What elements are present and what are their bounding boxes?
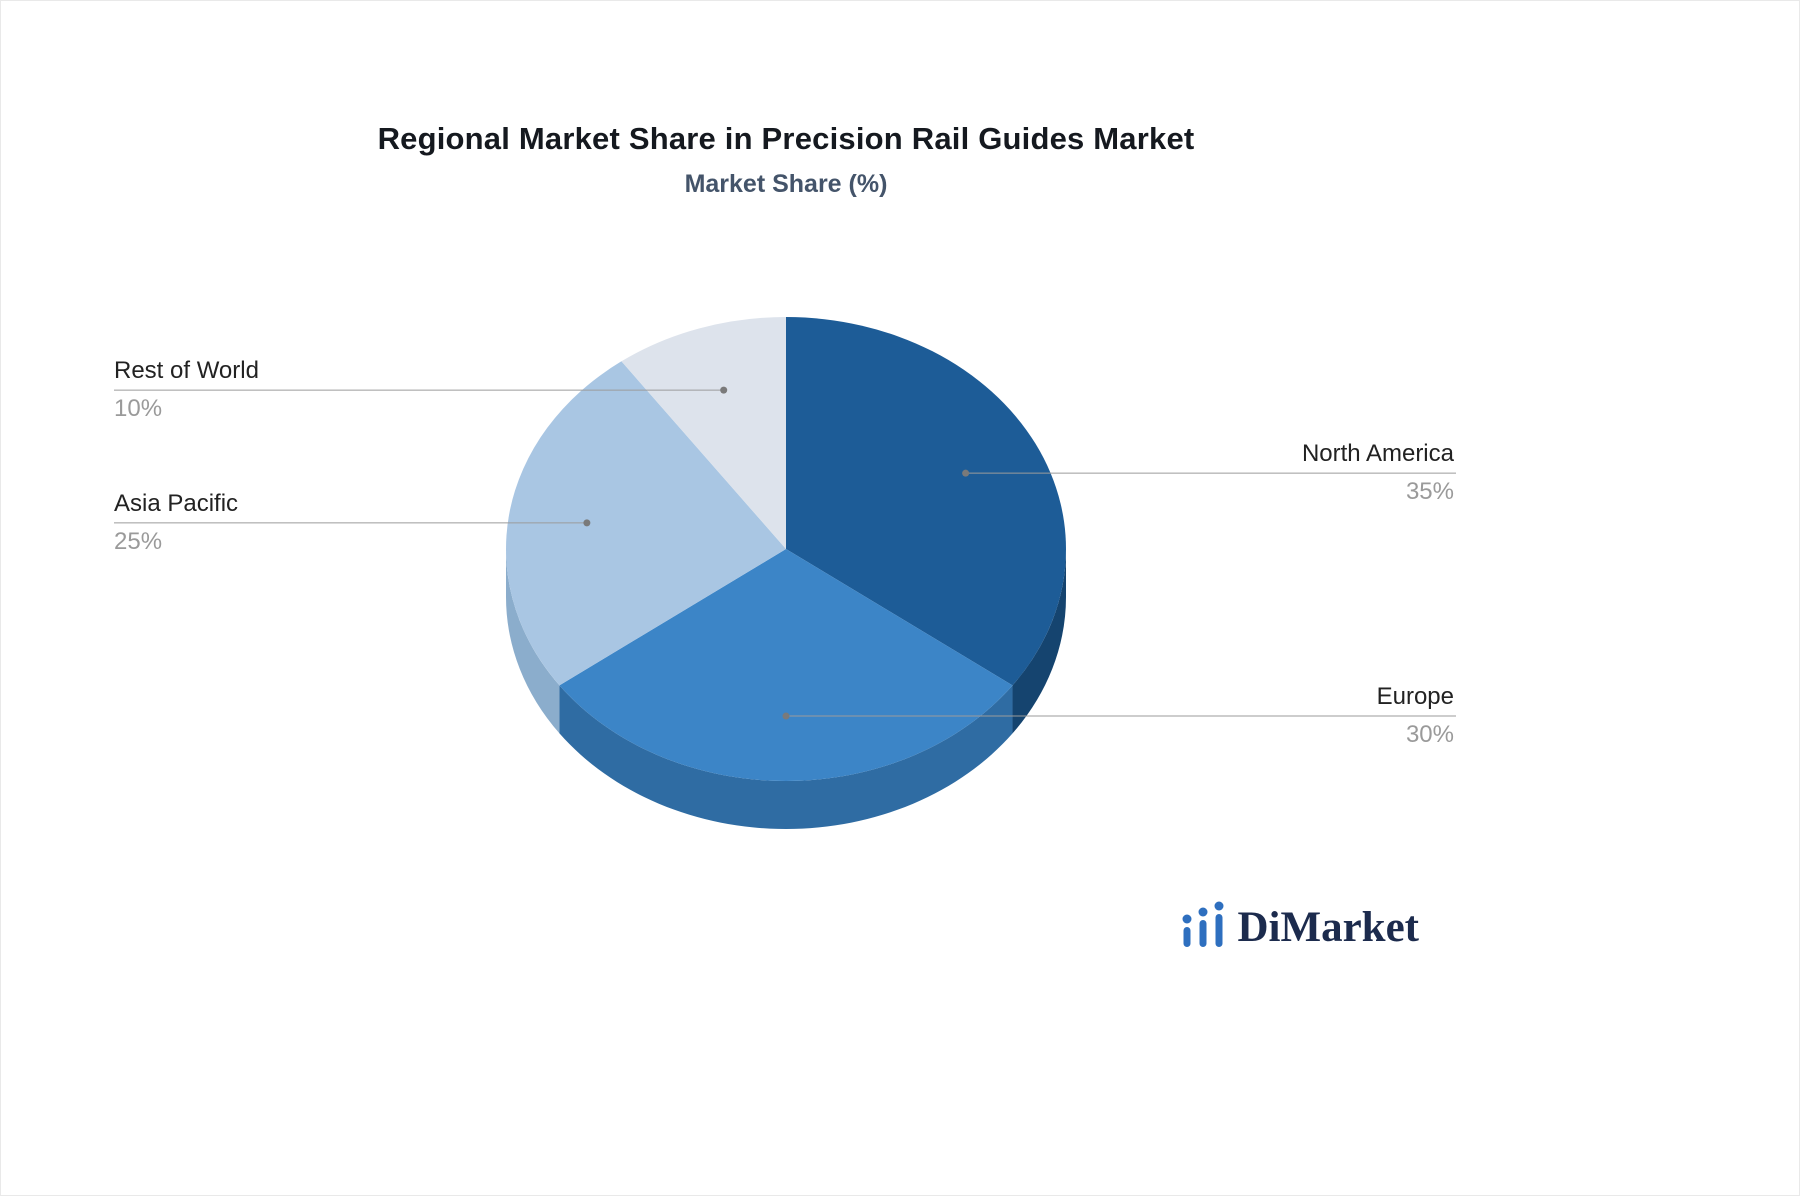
dimarket-logo-icon <box>1182 901 1223 947</box>
chart-title: Regional Market Share in Precision Rail … <box>377 121 1195 156</box>
dimarket-logo-text: DiMarket <box>1237 904 1420 951</box>
slice-label-europe: Europe 30% <box>1377 683 1454 749</box>
slice-label-text: Asia Pacific <box>114 489 239 517</box>
slice-label-rest-of-world: Rest of World 10% <box>114 357 259 423</box>
slice-pct-text: 30% <box>1405 721 1454 749</box>
slice-pct-text: 25% <box>114 527 163 555</box>
chart-subtitle: Market Share (%) <box>684 170 888 198</box>
dimarket-logo: DiMarket <box>1180 901 1420 951</box>
slice-pct-text: 10% <box>114 395 163 423</box>
slice-label-asia-pacific: Asia Pacific 25% <box>114 490 238 556</box>
slice-label-text: Europe <box>1376 683 1454 711</box>
slice-label-text: North America <box>1301 440 1454 468</box>
slice-pct-text: 35% <box>1405 478 1454 506</box>
slice-label-text: Rest of World <box>114 357 259 385</box>
slice-label-north-america: North America 35% <box>1302 440 1454 506</box>
